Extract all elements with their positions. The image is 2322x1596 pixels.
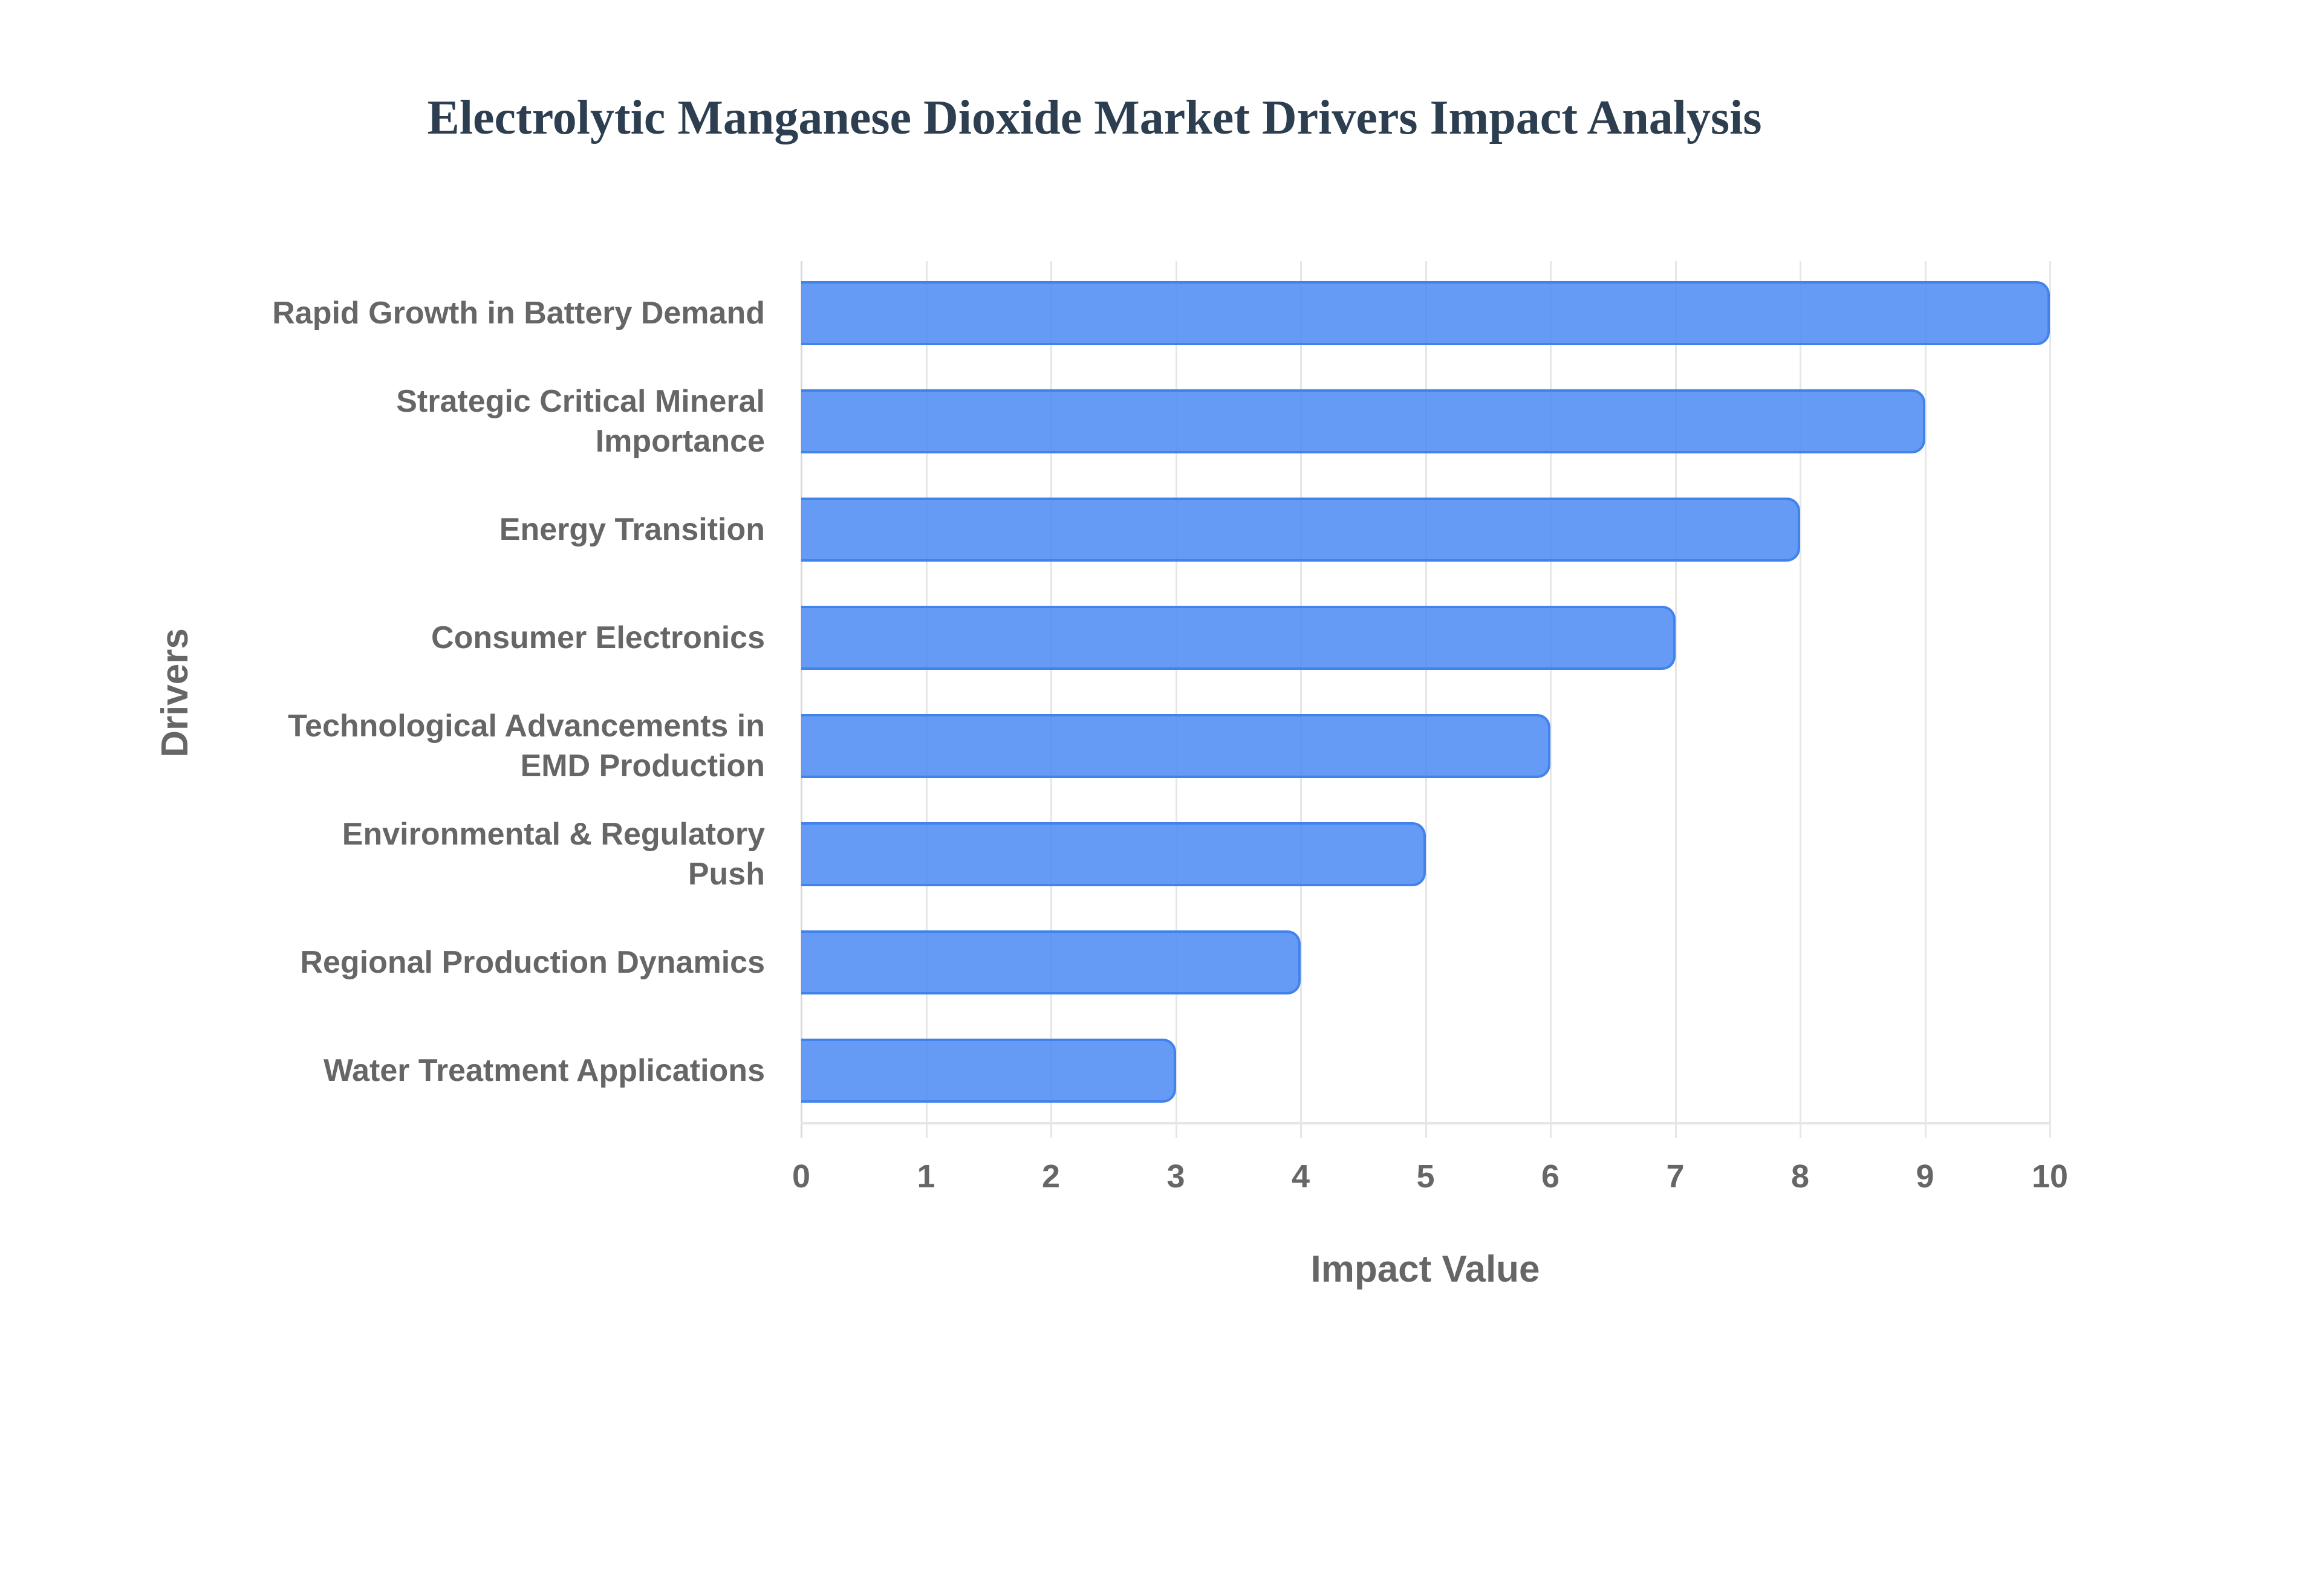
y-tick-label: Consumer Electronics [431,620,765,655]
y-tick-label: Water Treatment Applications [323,1053,765,1088]
bar[interactable] [801,714,1550,778]
bar[interactable] [801,930,1301,994]
y-tick-label: Rapid Growth in Battery Demand [272,296,765,331]
x-tick-label: 1 [917,1158,935,1195]
x-axis-title: Impact Value [1310,1248,1540,1290]
x-tick-label: 0 [792,1158,811,1195]
bar[interactable] [801,822,1426,886]
gridline [1800,261,1801,1138]
x-tick-label: 3 [1166,1158,1185,1195]
x-tick-label: 5 [1416,1158,1435,1195]
x-tick-label: 10 [2031,1158,2069,1195]
bar[interactable] [801,389,1925,453]
gridline [1924,261,1927,1138]
gridline [1550,261,1552,1138]
y-tick-label: Energy Transition [499,512,765,547]
bar[interactable] [801,498,1800,562]
y-tick-label: Regional Production Dynamics [300,945,765,980]
gridline [1175,261,1177,1138]
x-tick-label: 4 [1291,1158,1310,1195]
x-tick-label: 7 [1666,1158,1685,1195]
gridline [1425,261,1427,1138]
gridline [2049,261,2051,1138]
chart-title: Electrolytic Manganese Dioxide Market Dr… [427,91,1762,144]
bar[interactable] [801,1039,1176,1103]
y-tick-label: Technological Advancements in EMD Produc… [288,709,765,783]
y-tick-label: Environmental & Regulatory Push [342,817,765,892]
y-tick-label: Strategic Critical Mineral Importance [396,384,765,459]
x-tick-label: 9 [1916,1158,1934,1195]
gridline [925,261,928,1138]
x-axis-line [801,1122,2050,1124]
x-tick-label: 6 [1541,1158,1560,1195]
gridline [1050,261,1052,1138]
x-tick-label: 8 [1790,1158,1810,1195]
bar[interactable] [801,606,1676,670]
gridline [1674,261,1677,1138]
x-tick-label: 2 [1041,1158,1061,1195]
bar[interactable] [801,281,2050,345]
gridline [1300,261,1302,1138]
gridline [801,261,802,1138]
plot-area [801,261,2051,1138]
